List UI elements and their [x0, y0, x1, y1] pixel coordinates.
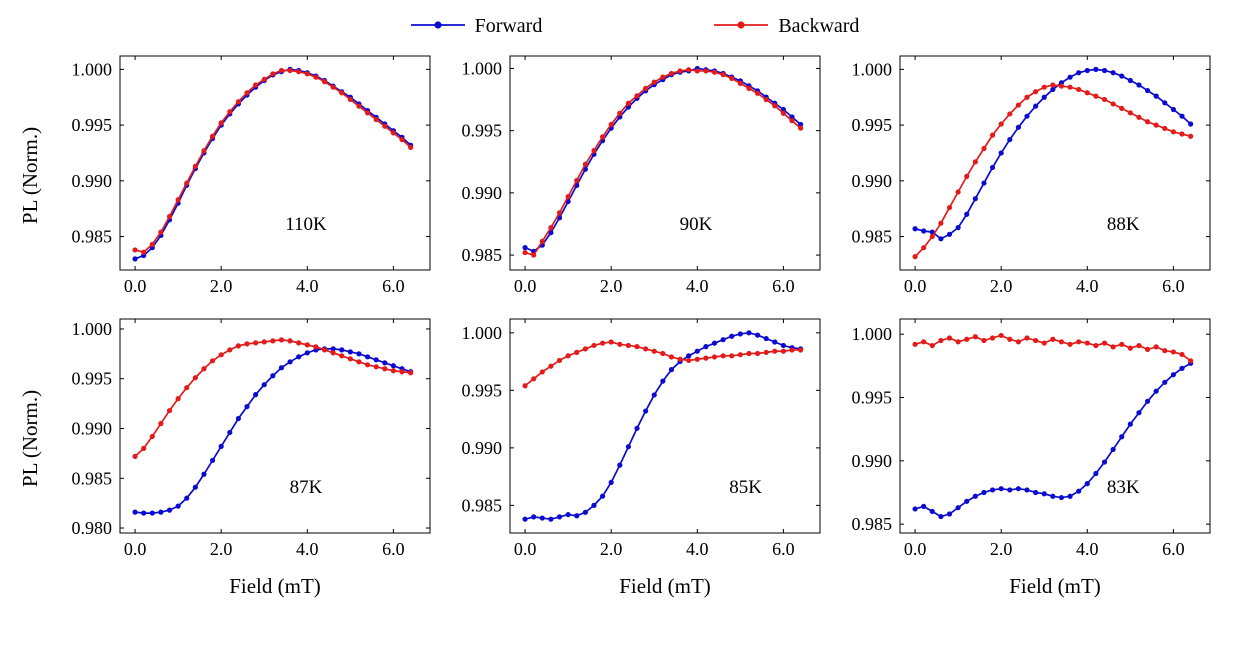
- svg-text:0.990: 0.990: [462, 183, 503, 203]
- svg-text:4.0: 4.0: [296, 276, 319, 296]
- svg-text:0.990: 0.990: [852, 451, 893, 471]
- legend-item-forward: Forward: [409, 14, 543, 38]
- x-axis-label: Field (mT): [229, 574, 321, 598]
- svg-text:0.990: 0.990: [462, 438, 503, 458]
- svg-text:2.0: 2.0: [210, 539, 233, 559]
- plot-area-83K: 0.0 2.0 4.0 6.0 0.985 0.990 0.995 1.000 83K: [828, 309, 1218, 572]
- svg-text:4.0: 4.0: [1076, 539, 1099, 559]
- svg-text:0.990: 0.990: [72, 418, 113, 438]
- backward-line-marker-icon: [712, 15, 770, 38]
- svg-text:4.0: 4.0: [296, 539, 319, 559]
- y-axis-label-bottom: PL (Norm.): [14, 309, 48, 567]
- svg-text:1.000: 1.000: [852, 324, 893, 344]
- svg-text:0.995: 0.995: [72, 369, 113, 389]
- svg-text:0.0: 0.0: [124, 539, 147, 559]
- svg-text:6.0: 6.0: [1162, 276, 1185, 296]
- y-axis-label-text: PL (Norm.): [18, 126, 43, 224]
- plot-area-87K: 0.0 2.0 4.0 6.0 0.980 0.985 0.990 0.995 1.000 87K: [48, 309, 438, 572]
- svg-text:87K: 87K: [290, 477, 323, 498]
- svg-text:4.0: 4.0: [686, 276, 709, 296]
- svg-text:85K: 85K: [729, 477, 762, 498]
- legend-label-forward: Forward: [474, 14, 543, 37]
- x-axis-label: Field (mT): [619, 574, 711, 598]
- plot-area-90K: 0.0 2.0 4.0 6.0 0.985 0.990 0.995 1.000 90K: [438, 46, 828, 309]
- svg-text:1.000: 1.000: [72, 59, 113, 79]
- panel-83K: 0.0 2.0 4.0 6.0 0.985 0.990 0.995 1.000 83K Fiel…: [828, 309, 1218, 599]
- panel-110K: 0.0 2.0 4.0 6.0 0.985 0.990 0.995 1.000 110K: [48, 46, 438, 309]
- svg-text:2.0: 2.0: [600, 539, 623, 559]
- svg-text:4.0: 4.0: [686, 539, 709, 559]
- svg-text:6.0: 6.0: [1162, 539, 1185, 559]
- svg-text:4.0: 4.0: [1076, 276, 1099, 296]
- svg-text:1.000: 1.000: [72, 319, 113, 339]
- forward-line-marker-icon: [409, 15, 467, 38]
- svg-text:0.985: 0.985: [852, 227, 893, 247]
- svg-text:0.985: 0.985: [72, 468, 113, 488]
- svg-text:1.000: 1.000: [462, 58, 503, 78]
- svg-text:6.0: 6.0: [382, 539, 405, 559]
- svg-text:0.995: 0.995: [852, 115, 893, 135]
- plot-area-110K: 0.0 2.0 4.0 6.0 0.985 0.990 0.995 1.000 110K: [48, 46, 438, 309]
- panel-90K: 0.0 2.0 4.0 6.0 0.985 0.990 0.995 1.000 90K: [438, 46, 828, 309]
- x-axis-label: Field (mT): [1009, 574, 1101, 598]
- svg-text:0.990: 0.990: [852, 171, 893, 191]
- svg-text:83K: 83K: [1107, 477, 1140, 498]
- y-axis-label-top: PL (Norm.): [14, 46, 48, 304]
- svg-text:0.990: 0.990: [72, 171, 113, 191]
- svg-text:2.0: 2.0: [990, 276, 1013, 296]
- svg-text:0.0: 0.0: [514, 276, 537, 296]
- svg-text:2.0: 2.0: [990, 539, 1013, 559]
- legend-label-backward: Backward: [778, 14, 860, 37]
- plot-grid: PL (Norm.) 0.0 2.0 4.0 6.0 0.985 0.990 0.995 1.…: [14, 46, 1254, 599]
- panel-85K: 0.0 2.0 4.0 6.0 0.985 0.990 0.995 1.000 85K Fiel…: [438, 309, 828, 599]
- plot-area-85K: 0.0 2.0 4.0 6.0 0.985 0.990 0.995 1.000 85K: [438, 309, 828, 572]
- svg-text:0.0: 0.0: [904, 276, 927, 296]
- panel-88K: 0.0 2.0 4.0 6.0 0.985 0.990 0.995 1.000 88K: [828, 46, 1218, 309]
- svg-text:6.0: 6.0: [382, 276, 405, 296]
- svg-text:2.0: 2.0: [600, 276, 623, 296]
- svg-text:0.985: 0.985: [462, 245, 503, 265]
- svg-text:0.985: 0.985: [852, 514, 893, 534]
- plot-row-bottom: PL (Norm.) 0.0 2.0 4.0 6.0 0.980 0.985 0.990 0.…: [14, 309, 1254, 599]
- legend-item-backward: Backward: [712, 15, 859, 38]
- svg-text:1.000: 1.000: [852, 59, 893, 79]
- svg-text:0.0: 0.0: [124, 276, 147, 296]
- plot-area-88K: 0.0 2.0 4.0 6.0 0.985 0.990 0.995 1.000 88K: [828, 46, 1218, 309]
- svg-text:0.985: 0.985: [462, 495, 503, 515]
- svg-text:90K: 90K: [680, 214, 713, 235]
- svg-text:0.0: 0.0: [904, 539, 927, 559]
- y-axis-label-text: PL (Norm.): [18, 389, 43, 487]
- svg-text:2.0: 2.0: [210, 276, 233, 296]
- svg-text:0.995: 0.995: [72, 115, 113, 135]
- svg-text:0.995: 0.995: [462, 380, 503, 400]
- svg-text:0.995: 0.995: [852, 388, 893, 408]
- svg-text:0.985: 0.985: [72, 227, 113, 247]
- svg-text:0.0: 0.0: [514, 539, 537, 559]
- svg-text:110K: 110K: [285, 214, 327, 235]
- svg-text:1.000: 1.000: [462, 323, 503, 343]
- svg-text:88K: 88K: [1107, 214, 1140, 235]
- panel-87K: 0.0 2.0 4.0 6.0 0.980 0.985 0.990 0.995 1.000 87K…: [48, 309, 438, 599]
- svg-text:0.995: 0.995: [462, 121, 503, 141]
- svg-text:0.980: 0.980: [72, 518, 113, 538]
- svg-text:6.0: 6.0: [772, 539, 795, 559]
- legend: Forward Backward: [14, 6, 1254, 46]
- svg-text:6.0: 6.0: [772, 276, 795, 296]
- plot-row-top: PL (Norm.) 0.0 2.0 4.0 6.0 0.985 0.990 0.995 1.…: [14, 46, 1254, 309]
